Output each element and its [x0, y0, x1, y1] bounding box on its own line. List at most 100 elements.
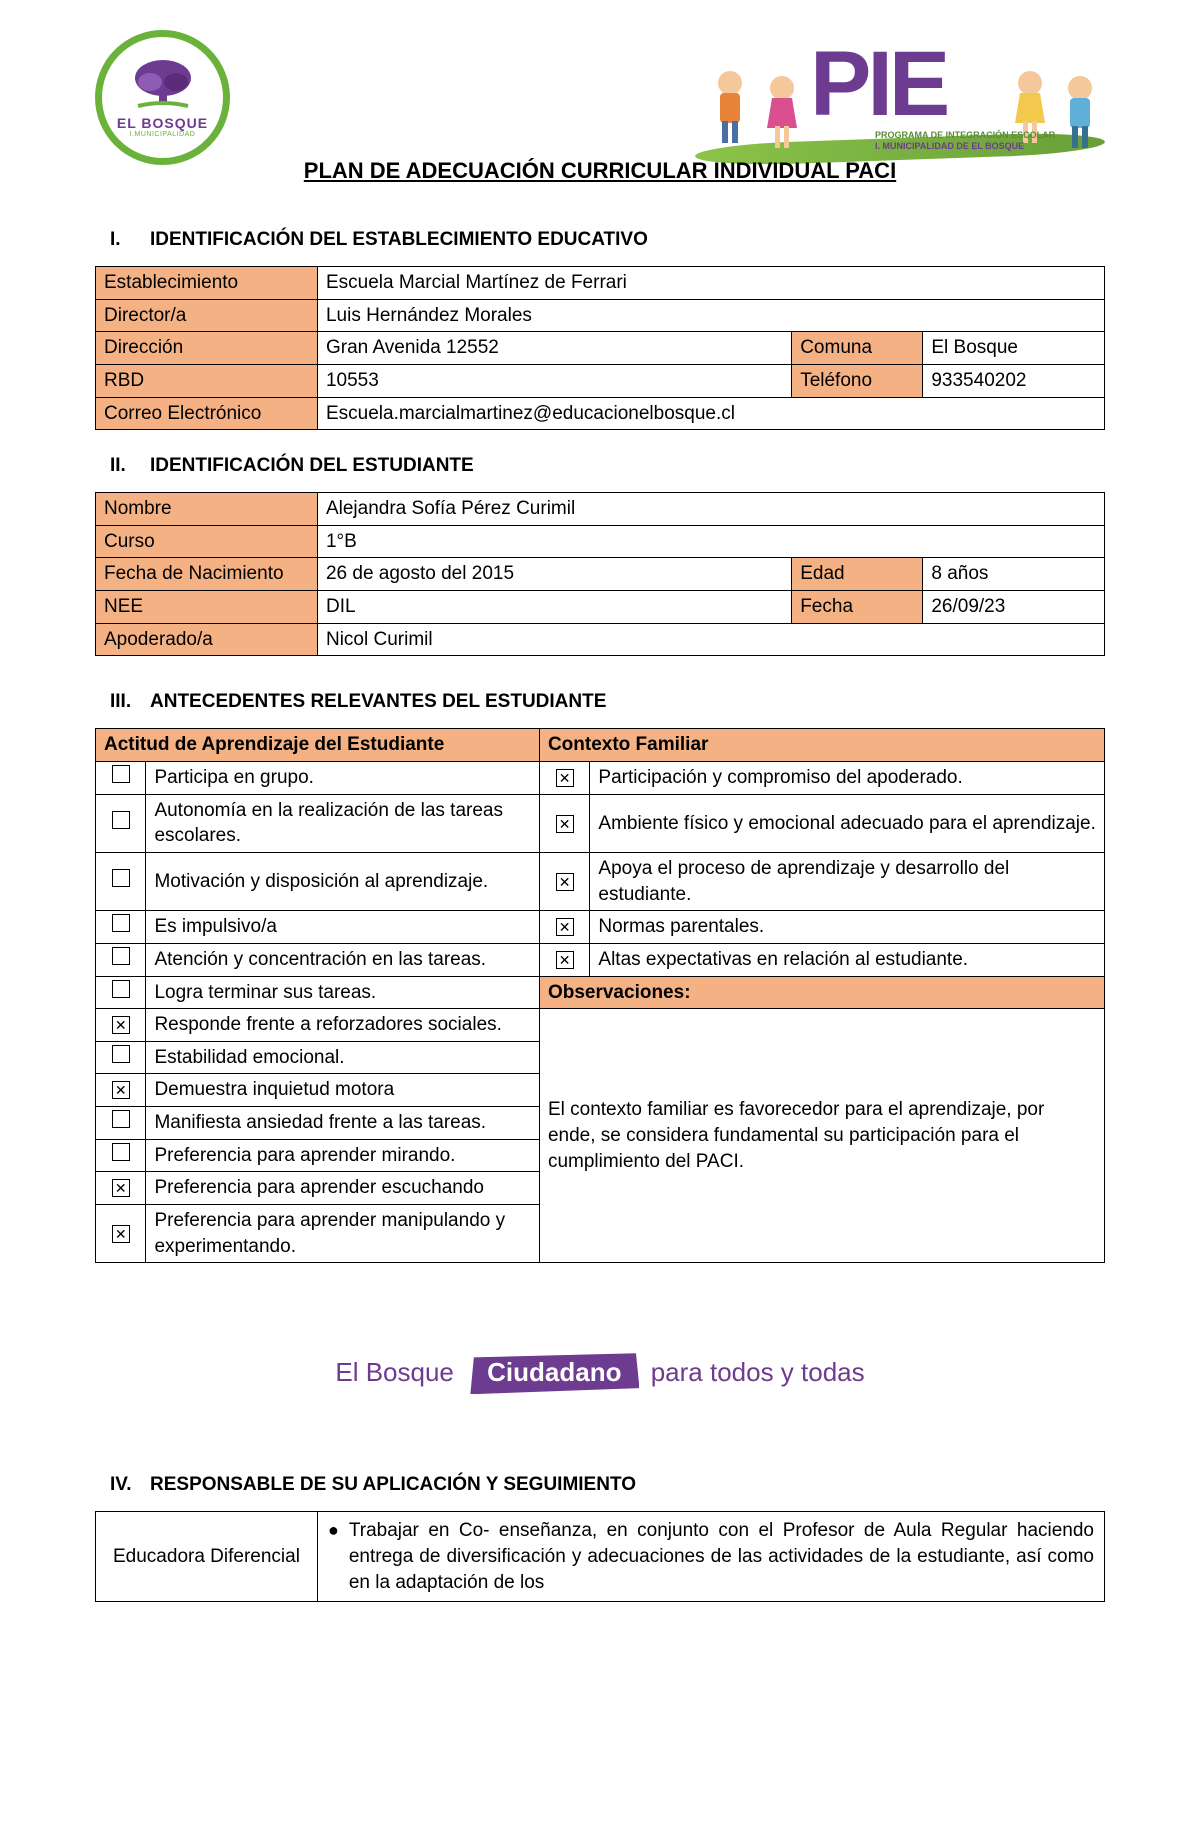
checkbox-cell: ✕ — [96, 1074, 146, 1107]
table-row: Autonomía en la realización de las tarea… — [96, 794, 1105, 852]
table-antecedentes: Actitud de Aprendizaje del Estudiante Co… — [95, 728, 1105, 1263]
checkbox-cell: ✕ — [539, 794, 589, 852]
checkbox-cell — [96, 1107, 146, 1140]
checkbox-icon — [112, 811, 130, 829]
item-text: Motivación y disposición al aprendizaje. — [146, 852, 540, 910]
value-correo: Escuela.marcialmartinez@educacionelbosqu… — [317, 397, 1104, 430]
item-text: Atención y concentración en las tareas. — [146, 943, 540, 976]
section-4-num: IV. — [95, 1474, 150, 1496]
section-4-title: RESPONSABLE DE SU APLICACIÓN Y SEGUIMIEN… — [150, 1474, 636, 1496]
item-text: Autonomía en la realización de las tarea… — [146, 794, 540, 852]
logo-el-bosque: EL BOSQUE I.MUNICIPALIDAD — [95, 30, 230, 165]
table-row: Motivación y disposición al aprendizaje.… — [96, 852, 1105, 910]
value-apoderado: Nicol Curimil — [317, 623, 1104, 656]
label-direccion: Dirección — [96, 332, 318, 365]
value-rbd: 10553 — [317, 364, 791, 397]
slogan-highlight: Ciudadano — [465, 1353, 639, 1394]
checkbox-icon — [112, 1045, 130, 1063]
header-logos: EL BOSQUE I.MUNICIPALIDAD PIE PROGRAMA D… — [95, 30, 1105, 170]
checkbox-cell — [96, 1041, 146, 1074]
table-row: Educadora Diferencial ● Trabajar en Co- … — [96, 1512, 1105, 1602]
bullet-text: Trabajar en Co- enseñanza, en conjunto c… — [349, 1518, 1094, 1595]
table-row: NEE DIL Fecha 26/09/23 — [96, 591, 1105, 624]
checkbox-icon: ✕ — [556, 951, 574, 969]
item-text: Manifiesta ansiedad frente a las tareas. — [146, 1107, 540, 1140]
value-nee: DIL — [317, 591, 791, 624]
checkbox-icon: ✕ — [112, 1016, 130, 1034]
section-1-heading: I. IDENTIFICACIÓN DEL ESTABLECIMIENTO ED… — [95, 229, 1105, 251]
label-telefono: Teléfono — [792, 364, 923, 397]
table-row: Dirección Gran Avenida 12552 Comuna El B… — [96, 332, 1105, 365]
checkbox-cell — [96, 1139, 146, 1172]
section-2-num: II. — [95, 455, 150, 477]
item-text: Es impulsivo/a — [146, 911, 540, 944]
table-row: Apoderado/a Nicol Curimil — [96, 623, 1105, 656]
label-comuna: Comuna — [792, 332, 923, 365]
value-fecha-nac: 26 de agosto del 2015 — [317, 558, 791, 591]
table-student: Nombre Alejandra Sofía Pérez Curimil Cur… — [95, 492, 1105, 656]
checkbox-cell: ✕ — [539, 852, 589, 910]
observaciones-text: El contexto familiar es favorecedor para… — [539, 1009, 1104, 1263]
item-text: Participa en grupo. — [146, 762, 540, 795]
value-fecha: 26/09/23 — [923, 591, 1105, 624]
slogan-pre: El Bosque — [335, 1357, 454, 1387]
label-fecha: Fecha — [792, 591, 923, 624]
section-3-num: III. — [95, 691, 150, 713]
item-text: Responde frente a reforzadores sociales. — [146, 1009, 540, 1042]
slogan-post: para todos y todas — [651, 1357, 865, 1387]
item-text: Altas expectativas en relación al estudi… — [590, 943, 1105, 976]
checkbox-cell: ✕ — [96, 1009, 146, 1042]
label-edad: Edad — [792, 558, 923, 591]
checkbox-icon — [112, 1143, 130, 1161]
tree-icon — [128, 58, 198, 113]
checkbox-icon — [112, 869, 130, 887]
value-curso: 1°B — [317, 525, 1104, 558]
checkbox-icon: ✕ — [556, 815, 574, 833]
item-text: Demuestra inquietud motora — [146, 1074, 540, 1107]
table-row: RBD 10553 Teléfono 933540202 — [96, 364, 1105, 397]
logo-text-2: I.MUNICIPALIDAD — [130, 131, 196, 138]
item-text: Preferencia para aprender mirando. — [146, 1139, 540, 1172]
table-row: Es impulsivo/a ✕ Normas parentales. — [96, 911, 1105, 944]
value-telefono: 933540202 — [923, 364, 1105, 397]
checkbox-icon: ✕ — [556, 918, 574, 936]
logo-text-1: EL BOSQUE — [117, 115, 208, 131]
item-text: Apoya el proceso de aprendizaje y desarr… — [590, 852, 1105, 910]
section-3-heading: III. ANTECEDENTES RELEVANTES DEL ESTUDIA… — [95, 691, 1105, 713]
checkbox-cell — [96, 794, 146, 852]
section-4-heading: IV. RESPONSABLE DE SU APLICACIÓN Y SEGUI… — [95, 1474, 1105, 1496]
pie-sub-1: PROGRAMA DE INTEGRACIÓN ESCOLAR — [875, 130, 1055, 140]
pie-sub-2: I. MUNICIPALIDAD DE EL BOSQUE — [875, 141, 1024, 151]
checkbox-icon: ✕ — [112, 1081, 130, 1099]
checkbox-icon: ✕ — [556, 873, 574, 891]
value-director: Luis Hernández Morales — [317, 299, 1104, 332]
checkbox-cell: ✕ — [96, 1205, 146, 1263]
section-2-heading: II. IDENTIFICACIÓN DEL ESTUDIANTE — [95, 455, 1105, 477]
item-text: Normas parentales. — [590, 911, 1105, 944]
table-row: Actitud de Aprendizaje del Estudiante Co… — [96, 729, 1105, 762]
role-cell: Educadora Diferencial — [96, 1512, 318, 1602]
label-fecha-nac: Fecha de Nacimiento — [96, 558, 318, 591]
checkbox-icon — [112, 980, 130, 998]
checkbox-icon: ✕ — [112, 1179, 130, 1197]
checkbox-icon: ✕ — [556, 769, 574, 787]
value-nombre: Alejandra Sofía Pérez Curimil — [317, 493, 1104, 526]
item-text: Preferencia para aprender manipulando y … — [146, 1205, 540, 1263]
label-director: Director/a — [96, 299, 318, 332]
item-text: Participación y compromiso del apoderado… — [590, 762, 1105, 795]
section-2-title: IDENTIFICACIÓN DEL ESTUDIANTE — [150, 455, 474, 477]
table-row: ✕ Responde frente a reforzadores sociale… — [96, 1009, 1105, 1042]
header-actitud: Actitud de Aprendizaje del Estudiante — [96, 729, 540, 762]
section-3-title: ANTECEDENTES RELEVANTES DEL ESTUDIANTE — [150, 691, 606, 713]
checkbox-icon — [112, 914, 130, 932]
value-establecimiento: Escuela Marcial Martínez de Ferrari — [317, 267, 1104, 300]
checkbox-icon: ✕ — [112, 1225, 130, 1243]
bullet-icon: ● — [328, 1518, 339, 1543]
checkbox-cell: ✕ — [539, 943, 589, 976]
checkbox-cell — [96, 852, 146, 910]
table-row: Correo Electrónico Escuela.marcialmartin… — [96, 397, 1105, 430]
checkbox-cell — [96, 943, 146, 976]
checkbox-icon — [112, 1110, 130, 1128]
item-text: Estabilidad emocional. — [146, 1041, 540, 1074]
label-nombre: Nombre — [96, 493, 318, 526]
